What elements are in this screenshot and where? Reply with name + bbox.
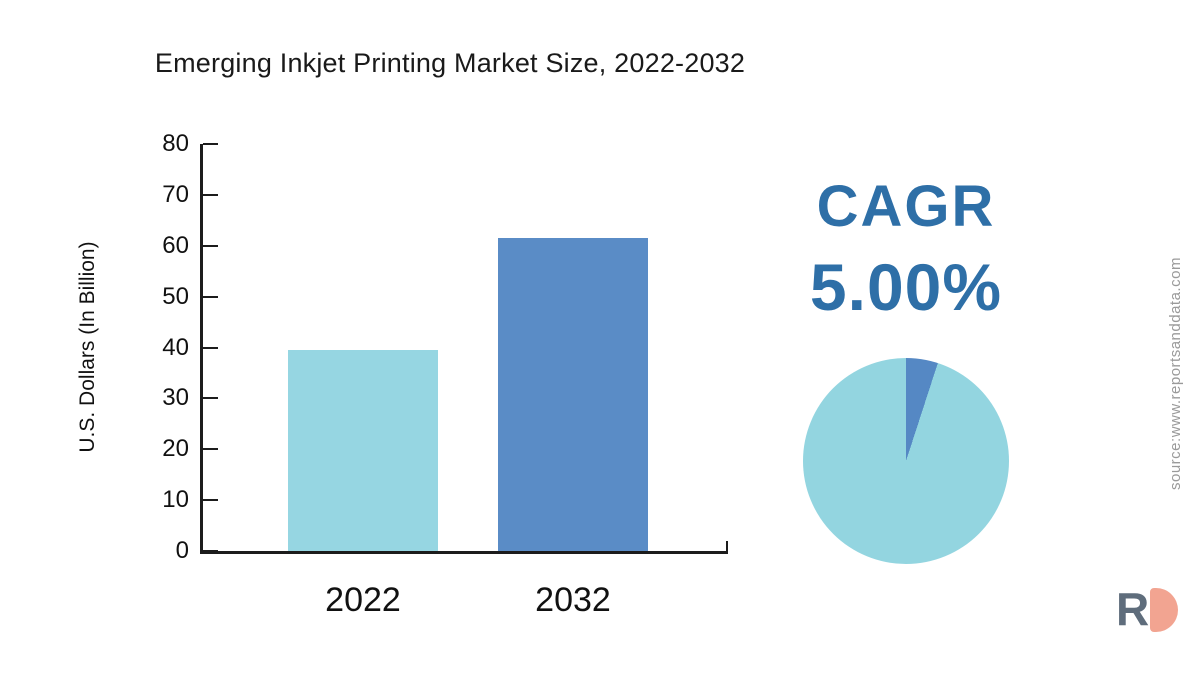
source-attribution: source:www.reportsanddata.com [1167, 257, 1184, 490]
y-tick-mark [203, 295, 218, 298]
bar-2032 [498, 238, 648, 551]
logo-letter-r: R [1116, 583, 1149, 635]
x-axis-end-tick [726, 541, 728, 551]
y-tick-label: 60 [162, 231, 189, 259]
y-tick-mark [203, 346, 218, 349]
cagr-pie-chart [803, 358, 1009, 564]
y-tick-label: 30 [162, 384, 189, 412]
y-tick-mark [203, 499, 218, 502]
cagr-label: CAGR [816, 174, 996, 239]
brand-logo: R [1116, 583, 1179, 635]
y-axis-label: U.S. Dollars (In Billion) [76, 241, 99, 453]
y-tick-mark [203, 143, 218, 145]
y-tick-mark [203, 448, 218, 451]
y-tick-mark [203, 193, 218, 196]
y-tick-mark [203, 397, 218, 400]
y-tick-label: 0 [175, 537, 189, 564]
y-tick-mark [203, 550, 218, 552]
y-tick-mark [203, 244, 218, 247]
logo-d-mark-icon [1150, 588, 1179, 632]
y-tick-label: 20 [162, 435, 189, 463]
y-tick-label: 50 [162, 282, 189, 310]
bar-2022 [288, 350, 438, 551]
cagr-block: CAGR 5.00% [756, 174, 1056, 324]
cagr-value: 5.00% [809, 250, 1003, 324]
x-tick-label-2032: 2032 [535, 581, 611, 619]
y-tick-label: 40 [162, 333, 189, 361]
x-tick-label-2022: 2022 [325, 581, 401, 619]
y-tick-label: 10 [162, 486, 189, 514]
y-tick-label: 70 [162, 180, 189, 208]
plot-area: 0 10 20 30 40 50 60 70 80 2022 2032 [162, 130, 728, 619]
y-tick-label: 80 [162, 130, 189, 157]
chart-title: Emerging Inkjet Printing Market Size, 20… [154, 48, 746, 78]
